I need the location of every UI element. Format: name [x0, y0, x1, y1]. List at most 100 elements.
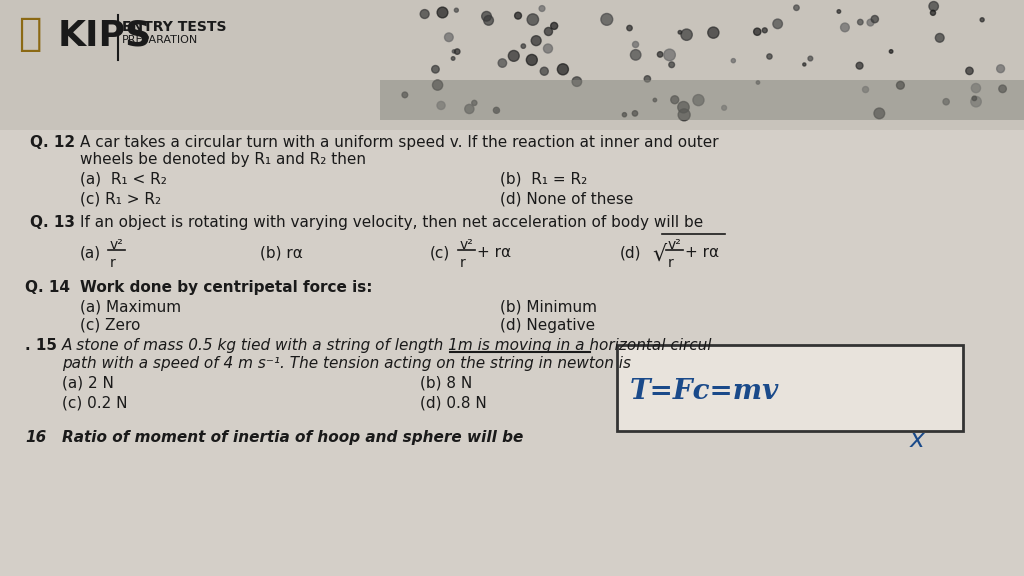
- Circle shape: [526, 55, 538, 66]
- Text: x: x: [910, 428, 925, 452]
- Circle shape: [657, 52, 663, 57]
- Text: Q. 14: Q. 14: [25, 280, 70, 295]
- Circle shape: [481, 12, 492, 21]
- Text: (b) Minimum: (b) Minimum: [500, 300, 597, 315]
- Text: (b) rα: (b) rα: [260, 245, 303, 260]
- Text: (a)  R₁ < R₂: (a) R₁ < R₂: [80, 172, 167, 187]
- Text: KIPS: KIPS: [58, 18, 153, 52]
- Text: r: r: [460, 256, 466, 270]
- Circle shape: [708, 27, 719, 38]
- Text: v²: v²: [110, 238, 124, 252]
- Circle shape: [572, 77, 582, 86]
- Circle shape: [472, 100, 477, 105]
- Circle shape: [931, 10, 936, 16]
- Circle shape: [653, 98, 656, 102]
- Circle shape: [432, 66, 439, 73]
- Circle shape: [531, 36, 541, 46]
- Circle shape: [496, 109, 500, 112]
- Text: (d) None of these: (d) None of these: [500, 192, 634, 207]
- Text: Q. 12: Q. 12: [30, 135, 75, 150]
- Circle shape: [929, 2, 938, 11]
- Circle shape: [623, 112, 627, 117]
- Circle shape: [808, 56, 813, 61]
- Circle shape: [731, 59, 735, 63]
- Circle shape: [757, 81, 760, 84]
- Circle shape: [632, 111, 638, 116]
- Text: PREPARATION: PREPARATION: [122, 35, 199, 45]
- Circle shape: [678, 101, 689, 113]
- Text: (a): (a): [80, 245, 101, 260]
- Circle shape: [539, 6, 545, 12]
- Text: Q. 13: Q. 13: [30, 215, 75, 230]
- Text: r: r: [668, 256, 674, 270]
- Circle shape: [762, 28, 767, 33]
- Circle shape: [465, 104, 474, 113]
- Text: A stone of mass 0.5 kg tied with a string of length 1m is moving in a horizontal: A stone of mass 0.5 kg tied with a strin…: [62, 338, 713, 353]
- Circle shape: [444, 33, 454, 41]
- Text: v²: v²: [668, 238, 682, 252]
- Circle shape: [420, 10, 429, 18]
- Circle shape: [455, 8, 459, 12]
- Text: (b) 8 N: (b) 8 N: [420, 376, 472, 391]
- Circle shape: [521, 44, 525, 48]
- Circle shape: [841, 23, 849, 32]
- Circle shape: [896, 81, 904, 89]
- Circle shape: [996, 65, 1005, 73]
- Text: (d) 0.8 N: (d) 0.8 N: [420, 395, 486, 410]
- Circle shape: [873, 108, 885, 119]
- Text: (b)  R₁ = R₂: (b) R₁ = R₂: [500, 172, 587, 187]
- Circle shape: [498, 59, 507, 67]
- Circle shape: [754, 28, 761, 35]
- Circle shape: [972, 96, 977, 101]
- Circle shape: [432, 80, 442, 90]
- Circle shape: [644, 75, 650, 82]
- Text: wheels be denoted by R₁ and R₂ then: wheels be denoted by R₁ and R₂ then: [80, 152, 366, 167]
- Text: v²: v²: [460, 238, 474, 252]
- Circle shape: [889, 50, 893, 53]
- Circle shape: [633, 41, 639, 48]
- Circle shape: [693, 94, 705, 105]
- Text: (c) R₁ > R₂: (c) R₁ > R₂: [80, 192, 161, 207]
- Text: T=Fc=mv: T=Fc=mv: [630, 378, 779, 405]
- Text: ENTRY TESTS: ENTRY TESTS: [122, 20, 226, 34]
- Circle shape: [722, 105, 727, 110]
- Circle shape: [664, 49, 676, 60]
- Text: 16: 16: [25, 430, 46, 445]
- Circle shape: [773, 19, 782, 29]
- Circle shape: [857, 20, 863, 25]
- Circle shape: [455, 49, 460, 54]
- Circle shape: [545, 28, 553, 36]
- Circle shape: [837, 10, 841, 13]
- Circle shape: [437, 101, 445, 109]
- Circle shape: [980, 18, 984, 22]
- Text: If an object is rotating with varying velocity, then net acceleration of body wi: If an object is rotating with varying ve…: [80, 215, 703, 230]
- Circle shape: [627, 25, 632, 31]
- Circle shape: [483, 16, 494, 25]
- Text: (a) Maximum: (a) Maximum: [80, 300, 181, 315]
- Text: √: √: [652, 245, 667, 265]
- Circle shape: [998, 85, 1007, 93]
- Circle shape: [453, 50, 456, 53]
- Text: (c) Zero: (c) Zero: [80, 318, 140, 333]
- Circle shape: [966, 67, 973, 74]
- Text: Work done by centripetal force is:: Work done by centripetal force is:: [80, 280, 373, 295]
- Circle shape: [494, 107, 500, 113]
- Text: (d): (d): [620, 245, 641, 260]
- Text: + rα: + rα: [477, 245, 511, 260]
- Circle shape: [557, 64, 568, 75]
- Circle shape: [971, 96, 981, 107]
- Circle shape: [681, 29, 692, 40]
- Circle shape: [678, 109, 690, 121]
- Circle shape: [935, 33, 944, 42]
- Circle shape: [541, 67, 548, 75]
- Circle shape: [515, 12, 521, 19]
- Circle shape: [437, 7, 447, 18]
- Text: (c): (c): [430, 245, 451, 260]
- Text: path with a speed of 4 m s⁻¹. The tension acting on the string in newton is: path with a speed of 4 m s⁻¹. The tensio…: [62, 356, 631, 371]
- Text: r: r: [110, 256, 116, 270]
- Circle shape: [544, 44, 553, 53]
- Text: (a) 2 N: (a) 2 N: [62, 376, 114, 391]
- Text: A car takes a circular turn with a uniform speed v. If the reaction at inner and: A car takes a circular turn with a unifo…: [80, 135, 719, 150]
- Text: . 15: . 15: [25, 338, 57, 353]
- Circle shape: [671, 96, 679, 104]
